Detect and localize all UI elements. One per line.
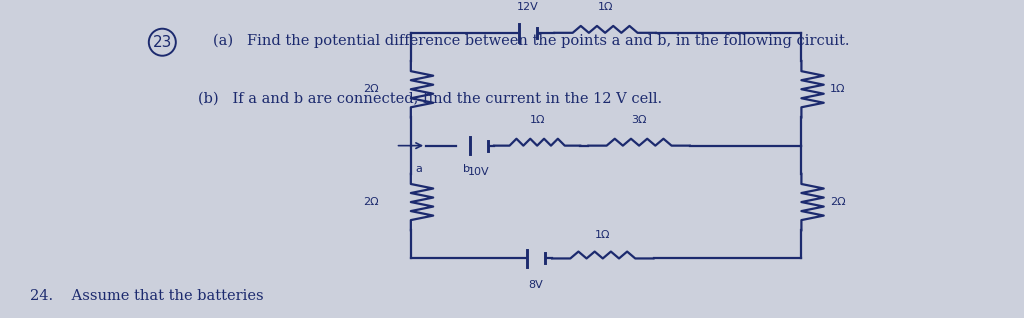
Text: 1Ω: 1Ω bbox=[529, 115, 545, 125]
Text: 12V: 12V bbox=[517, 2, 539, 11]
Text: 23: 23 bbox=[153, 35, 172, 50]
Text: b: b bbox=[463, 164, 470, 175]
Text: 3Ω: 3Ω bbox=[632, 115, 647, 125]
Text: 24.    Assume that the batteries: 24. Assume that the batteries bbox=[31, 289, 264, 303]
Text: 2Ω: 2Ω bbox=[829, 197, 846, 207]
Text: 1Ω: 1Ω bbox=[597, 3, 613, 12]
Text: 8V: 8V bbox=[528, 280, 543, 290]
Text: (a)   Find the potential difference between the points a and b, in the following: (a) Find the potential difference betwee… bbox=[213, 33, 850, 48]
Text: 2Ω: 2Ω bbox=[362, 84, 379, 94]
Text: (b)   If a and b are connected, find the current in the 12 V cell.: (b) If a and b are connected, find the c… bbox=[198, 92, 662, 106]
Text: 1Ω: 1Ω bbox=[595, 230, 610, 240]
Text: 2Ω: 2Ω bbox=[362, 197, 379, 207]
Text: 10V: 10V bbox=[468, 167, 489, 177]
Text: a: a bbox=[416, 164, 423, 175]
Text: 1Ω: 1Ω bbox=[829, 84, 846, 94]
